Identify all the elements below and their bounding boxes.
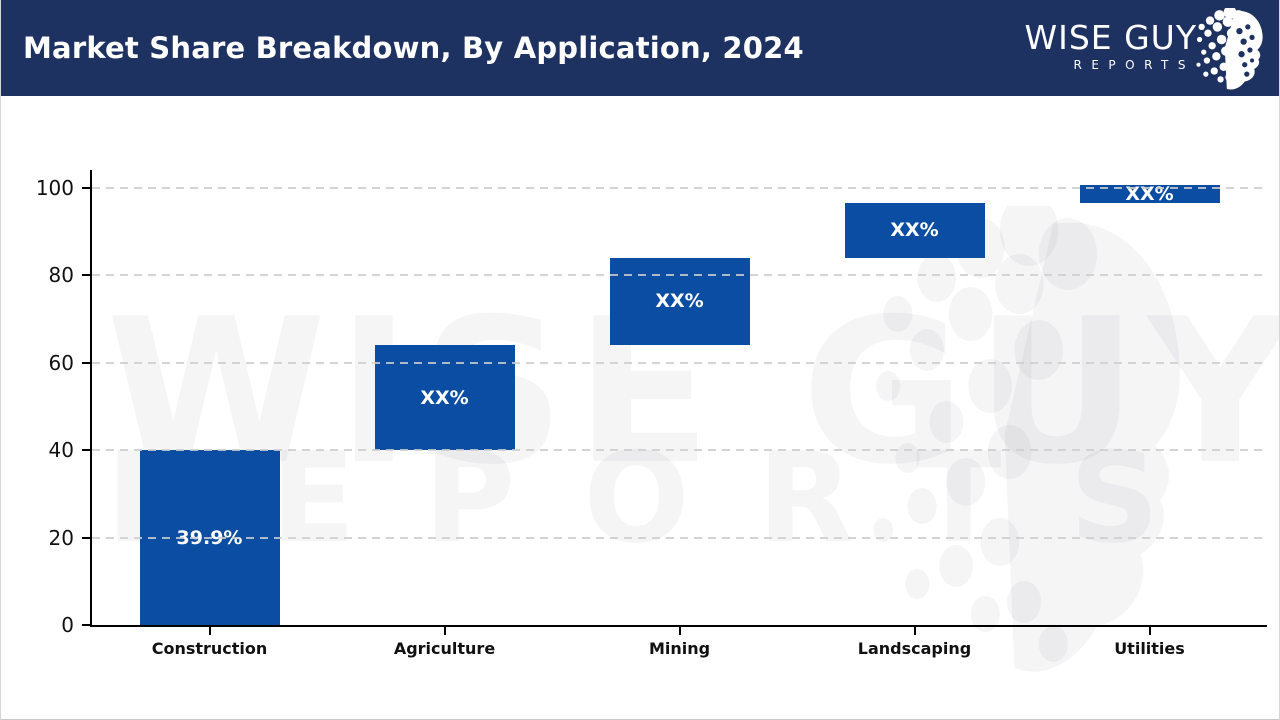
x-axis-label-0: Construction [151, 639, 268, 658]
logo-wordmark: WISE GUY [1024, 18, 1197, 57]
x-axis-label-3: Landscaping [857, 639, 972, 658]
bar-value-label: 39.9% [176, 526, 243, 549]
x-axis-tick-4 [1148, 625, 1151, 635]
y-axis-label-60: 60 [48, 350, 74, 375]
logo-text: WISE GUY REPORTS [1024, 18, 1197, 73]
bar-utilities: XX% [1079, 183, 1220, 206]
bar-mining: XX% [609, 257, 750, 345]
x-axis-label-1: Agriculture [393, 639, 496, 658]
y-axis-label-20: 20 [48, 525, 74, 550]
chart-title: Market Share Breakdown, By Application, … [23, 31, 804, 65]
y-axis-label-80: 80 [48, 263, 74, 287]
wise-guy-reports-logo: WISE GUY REPORTS [1007, 4, 1269, 92]
x-axis-tick-0 [208, 625, 211, 635]
x-axis-tick-1 [443, 625, 446, 635]
plot-area: 0 20 40 60 80 100 39.9% Construction XX% Agricult… [36, 170, 1267, 658]
header-bar: Market Share Breakdown, By Application, … [1, 0, 1279, 96]
bar-agriculture: XX% [374, 345, 515, 451]
y-axis-label-100: 100 [35, 175, 74, 200]
dotted-head-icon [1196, 8, 1263, 90]
x-axis-tick-2 [678, 625, 681, 635]
x-axis-label-4: Utilities [1114, 639, 1185, 658]
y-axis-label-0: 0 [61, 613, 74, 637]
y-axis-tick-100 [82, 186, 90, 189]
bar-value-label: XX% [655, 290, 704, 313]
x-axis-tick-3 [913, 625, 916, 635]
bar-landscaping: XX% [844, 202, 985, 258]
logo-subtitle: REPORTS [1073, 58, 1195, 72]
x-axis-label-2: Mining [648, 639, 711, 658]
y-axis-tick-40 [82, 449, 90, 451]
y-axis-tick-60 [82, 361, 90, 364]
grid-line-60 [92, 361, 1267, 364]
y-axis-label-40: 40 [48, 438, 74, 462]
y-axis-tick-20 [82, 536, 90, 539]
bar-value-label: XX% [1125, 183, 1174, 206]
bar-value-label: XX% [420, 386, 469, 409]
chart-canvas: WISE GUY REPORTS 0 20 40 60 80 100 39.9% Constr… [1, 96, 1279, 718]
y-axis-tick-0 [82, 624, 90, 626]
bar-construction: 39.9% [139, 450, 280, 625]
y-axis-tick-80 [82, 274, 90, 276]
bar-value-label: XX% [890, 219, 939, 242]
